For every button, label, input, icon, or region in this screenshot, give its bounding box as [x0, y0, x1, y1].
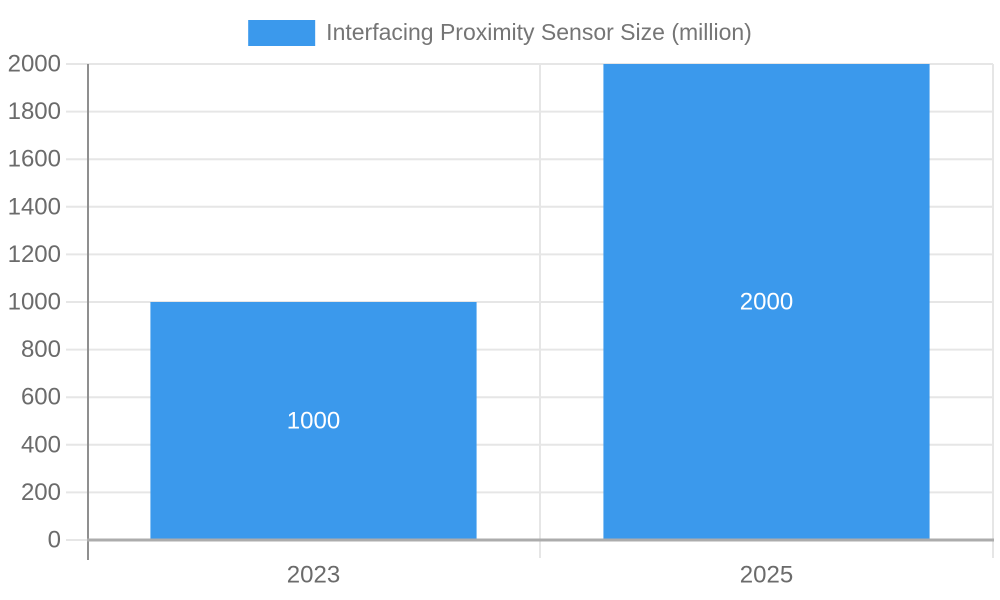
y-tick-label: 1600	[8, 146, 61, 173]
y-tick-label: 400	[21, 431, 61, 458]
bar-2023[interactable]	[150, 302, 477, 540]
bar-value-label: 2000	[740, 289, 793, 316]
x-tick-label: 2023	[287, 562, 340, 589]
bar-2025[interactable]	[603, 64, 930, 540]
y-tick-label: 1000	[8, 289, 61, 316]
y-tick-label: 0	[48, 527, 61, 554]
x-tick-label: 2025	[740, 562, 793, 589]
legend-item[interactable]: Interfacing Proximity Sensor Size (milli…	[248, 19, 752, 46]
bar-value-label: 1000	[287, 408, 340, 435]
legend-label: Interfacing Proximity Sensor Size (milli…	[326, 19, 752, 45]
y-tick-label: 1200	[8, 241, 61, 268]
y-tick-label: 600	[21, 384, 61, 411]
y-tick-label: 800	[21, 336, 61, 363]
y-tick-label: 1400	[8, 193, 61, 220]
y-tick-label: 1800	[8, 98, 61, 125]
y-tick-label: 2000	[8, 51, 61, 78]
y-tick-label: 200	[21, 479, 61, 506]
legend-swatch	[248, 19, 316, 46]
